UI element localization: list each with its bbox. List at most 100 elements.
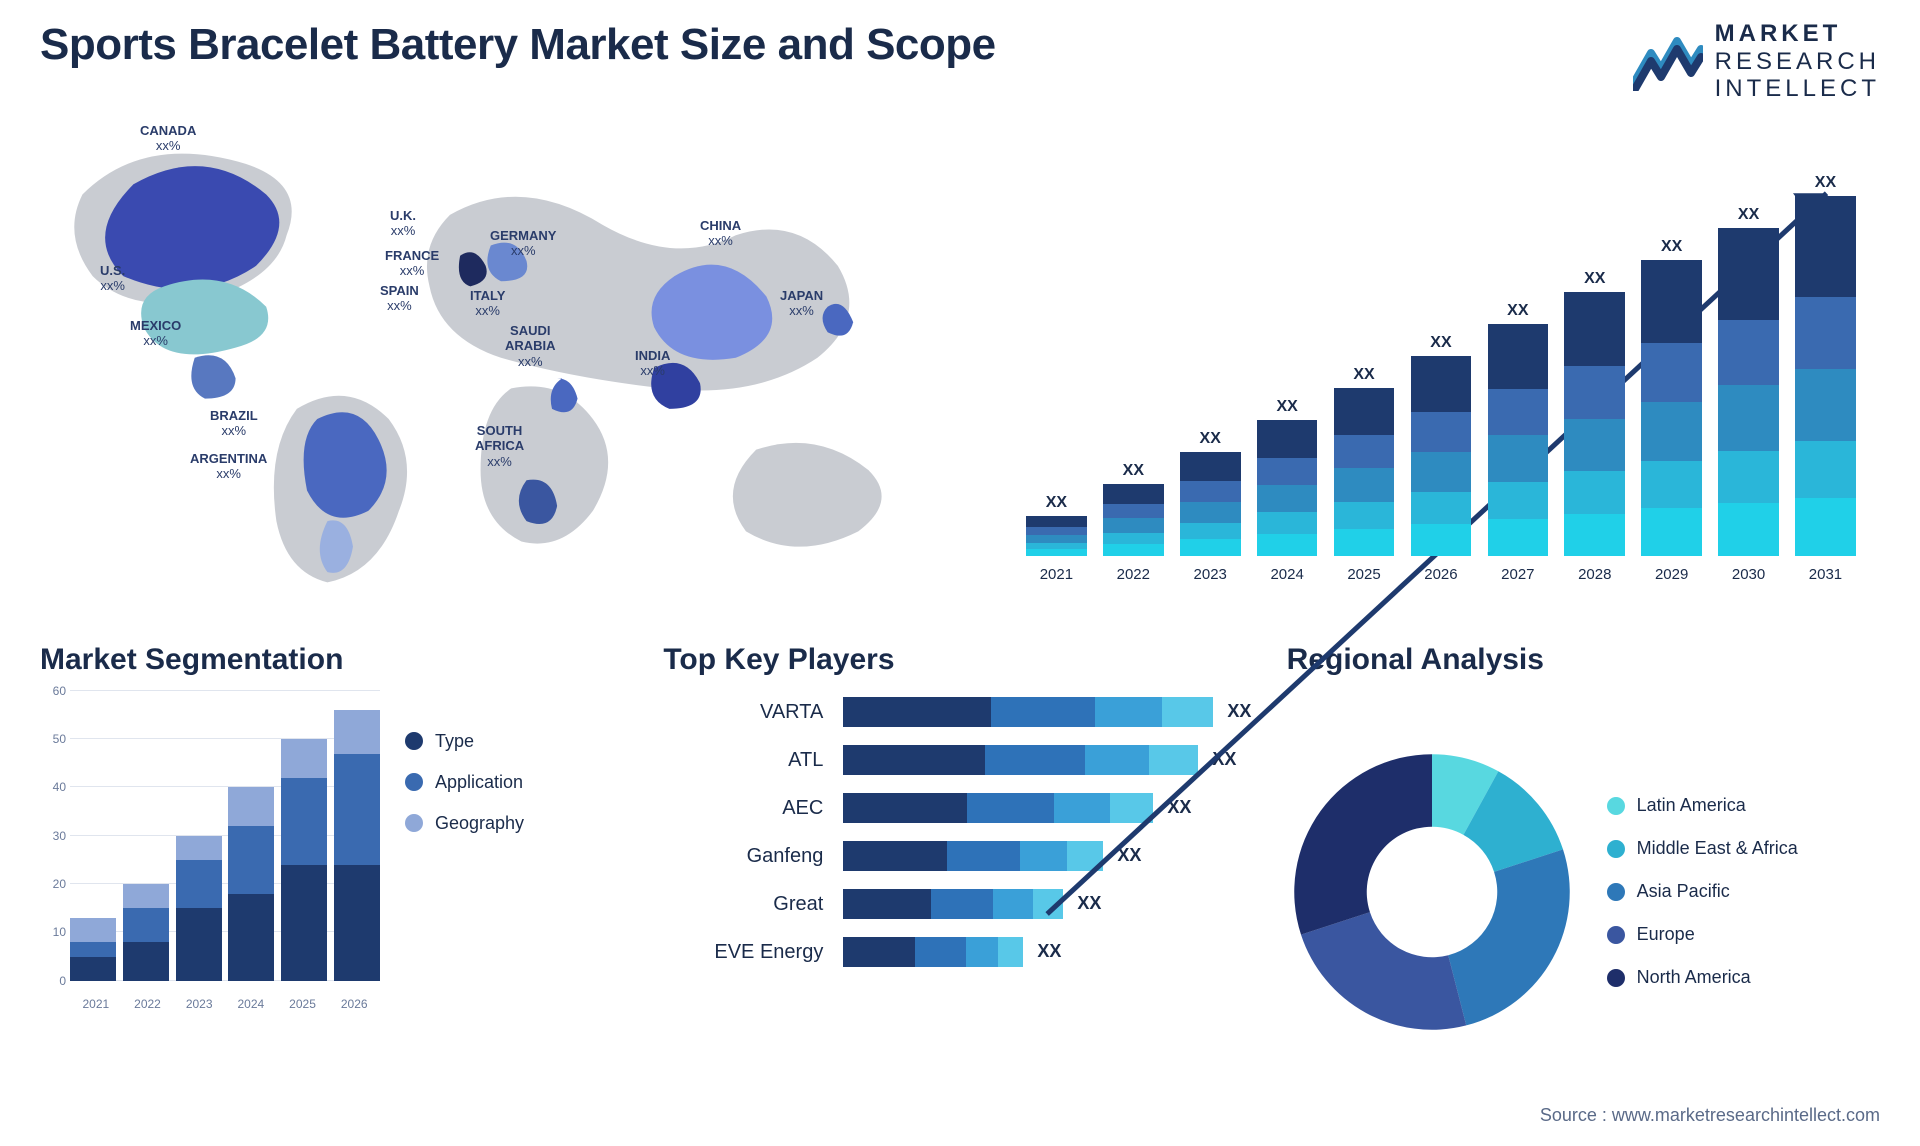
bottom-row: Market Segmentation 0102030405060 202120… xyxy=(0,633,1920,1093)
y-tick: 10 xyxy=(53,925,66,939)
world-map: CANADAxx%U.S.xx%MEXICOxx%BRAZILxx%ARGENT… xyxy=(40,123,962,613)
bar-year-label: 2031 xyxy=(1809,566,1842,583)
player-value: XX xyxy=(1167,797,1191,818)
seg-bar xyxy=(176,836,222,981)
seg-bar xyxy=(281,739,327,981)
bar-value-label: XX xyxy=(1738,206,1759,224)
legend-label: Application xyxy=(435,772,523,793)
seg-year-label: 2025 xyxy=(277,997,329,1011)
seg-year-label: 2026 xyxy=(328,997,380,1011)
legend-item: Latin America xyxy=(1607,795,1798,816)
player-name: EVE Energy xyxy=(714,937,823,967)
main-bar: XX 2024 xyxy=(1253,398,1322,583)
main-bar: XX2023 xyxy=(1176,430,1245,583)
seg-year-label: 2023 xyxy=(173,997,225,1011)
y-tick: 20 xyxy=(53,877,66,891)
bar-value-label: XX xyxy=(1507,302,1528,320)
main-bar: XX 2026 xyxy=(1406,334,1475,583)
y-tick: 40 xyxy=(53,780,66,794)
bar-year-label: 2026 xyxy=(1424,566,1457,583)
seg-bar xyxy=(123,884,169,981)
player-name: AEC xyxy=(782,793,823,823)
legend-item: Europe xyxy=(1607,924,1798,945)
bar-year-label: 2022 xyxy=(1117,566,1150,583)
main-bar: XX2021 xyxy=(1022,494,1091,583)
legend-item: Geography xyxy=(405,813,524,834)
bar-year-label: 2027 xyxy=(1501,566,1534,583)
player-bar-row: XX xyxy=(843,937,1256,967)
players-section: Top Key Players VARTAATLAECGanfengGreatE… xyxy=(663,643,1256,1093)
legend-label: Type xyxy=(435,731,474,752)
legend-swatch-icon xyxy=(1607,926,1625,944)
map-label: INDIAxx% xyxy=(635,348,670,379)
legend-label: Europe xyxy=(1637,924,1695,945)
map-label: GERMANYxx% xyxy=(490,228,556,259)
source-attribution: Source : www.marketresearchintellect.com xyxy=(1540,1105,1880,1126)
legend-swatch-icon xyxy=(1607,840,1625,858)
player-value: XX xyxy=(1037,941,1061,962)
player-value: XX xyxy=(1117,845,1141,866)
main-bar: XX2031 xyxy=(1791,174,1860,583)
header: Sports Bracelet Battery Market Size and … xyxy=(0,0,1920,113)
player-value: XX xyxy=(1077,893,1101,914)
logo-line-3: INTELLECT xyxy=(1715,75,1880,103)
seg-year-label: 2024 xyxy=(225,997,277,1011)
legend-swatch-icon xyxy=(405,732,423,750)
map-label: MEXICOxx% xyxy=(130,318,181,349)
logo-icon xyxy=(1633,31,1703,91)
map-label: ITALYxx% xyxy=(470,288,505,319)
main-bar-chart: XX2021XX2022XX2023XX2024XX2025XX2026XX20… xyxy=(1002,123,1880,613)
logo-line-1: MARKET xyxy=(1715,20,1880,48)
bar-year-label: 2021 xyxy=(1040,566,1073,583)
main-bar: XX2029 xyxy=(1637,238,1706,583)
player-name: Great xyxy=(773,889,823,919)
map-label: U.K.xx% xyxy=(390,208,416,239)
map-label: FRANCExx% xyxy=(385,248,439,279)
legend-swatch-icon xyxy=(1607,797,1625,815)
main-bar: XX2022 xyxy=(1099,462,1168,583)
seg-bar xyxy=(70,918,116,981)
donut-slice xyxy=(1294,754,1432,934)
legend-label: Latin America xyxy=(1637,795,1746,816)
players-bars: XX XX XX XX XX XX xyxy=(843,691,1256,1093)
y-tick: 30 xyxy=(53,829,66,843)
map-label: SAUDIARABIAxx% xyxy=(505,323,556,370)
regional-title: Regional Analysis xyxy=(1287,643,1880,677)
player-value: XX xyxy=(1227,701,1251,722)
player-bar-row: XX xyxy=(843,889,1256,919)
legend-label: North America xyxy=(1637,967,1751,988)
main-bar: XX2030 xyxy=(1714,206,1783,583)
segmentation-section: Market Segmentation 0102030405060 202120… xyxy=(40,643,633,1093)
segmentation-legend: Type Application Geography xyxy=(405,691,524,1093)
legend-label: Middle East & Africa xyxy=(1637,838,1798,859)
bar-value-label: XX xyxy=(1200,430,1221,448)
top-row: CANADAxx%U.S.xx%MEXICOxx%BRAZILxx%ARGENT… xyxy=(0,113,1920,633)
map-label: JAPANxx% xyxy=(780,288,823,319)
bar-year-label: 2025 xyxy=(1347,566,1380,583)
legend-label: Asia Pacific xyxy=(1637,881,1730,902)
players-labels: VARTAATLAECGanfengGreatEVE Energy xyxy=(663,691,823,1093)
page-title: Sports Bracelet Battery Market Size and … xyxy=(40,20,996,70)
y-tick: 60 xyxy=(53,684,66,698)
player-value: XX xyxy=(1212,749,1236,770)
player-bar-row: XX xyxy=(843,841,1256,871)
seg-year-label: 2021 xyxy=(70,997,122,1011)
bar-value-label: XX xyxy=(1353,366,1374,384)
bar-value-label: XX xyxy=(1584,270,1605,288)
legend-swatch-icon xyxy=(1607,969,1625,987)
map-label: SPAINxx% xyxy=(380,283,419,314)
y-tick: 50 xyxy=(53,732,66,746)
players-title: Top Key Players xyxy=(663,643,1256,677)
logo-line-2: RESEARCH xyxy=(1715,48,1880,76)
map-label: U.S.xx% xyxy=(100,263,125,294)
bar-year-label: 2024 xyxy=(1270,566,1303,583)
segmentation-chart: 0102030405060 202120222023202420252026 xyxy=(40,691,380,1011)
bar-value-label: XX xyxy=(1276,398,1297,416)
map-label: CHINAxx% xyxy=(700,218,741,249)
bar-value-label: XX xyxy=(1430,334,1451,352)
player-name: ATL xyxy=(788,745,823,775)
legend-item: Asia Pacific xyxy=(1607,881,1798,902)
seg-bar xyxy=(228,787,274,980)
map-label: SOUTHAFRICAxx% xyxy=(475,423,524,470)
main-bar: XX 2027 xyxy=(1483,302,1552,583)
